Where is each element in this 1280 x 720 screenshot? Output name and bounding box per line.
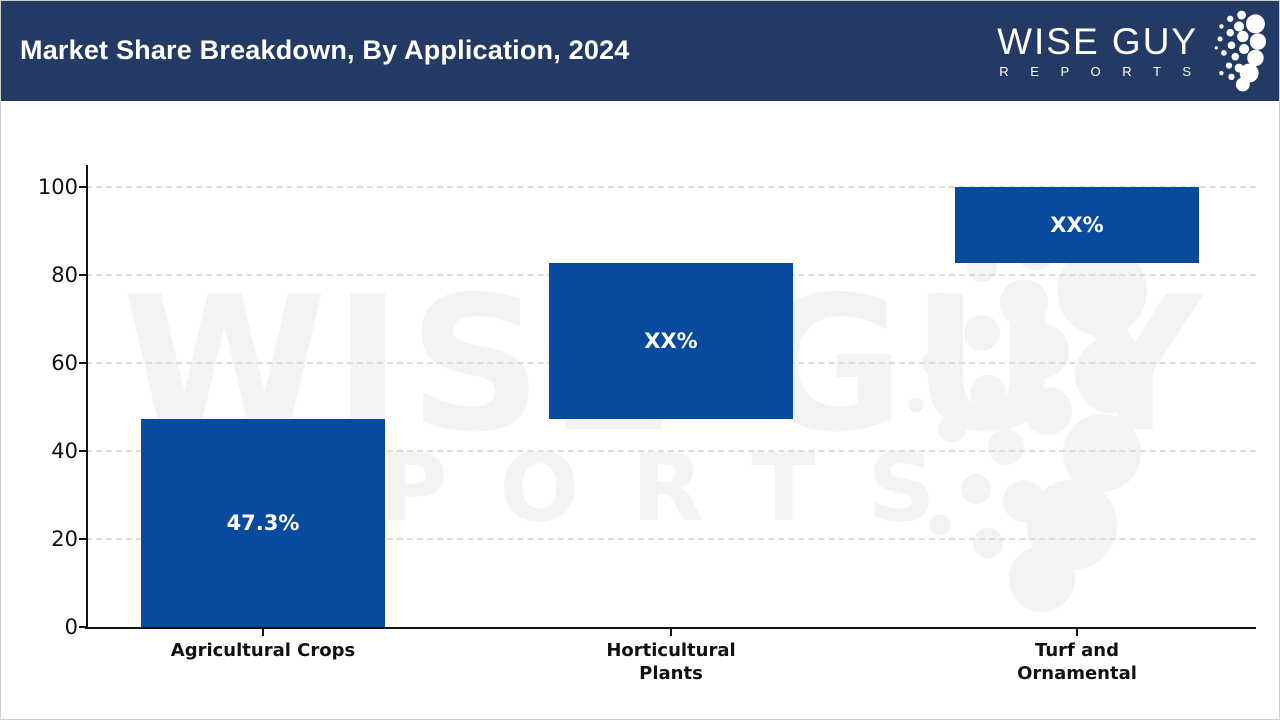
x-axis-category-label: Agricultural Crops bbox=[170, 640, 356, 661]
bar-segment bbox=[955, 187, 1199, 264]
x-axis-category-label: Horticultural Plants bbox=[606, 640, 736, 684]
logo-subtitle: R E P O R T S bbox=[999, 64, 1200, 79]
logo-wordmark: WISE GUY bbox=[997, 21, 1199, 62]
logo-text: WISE GUY R E P O R T S bbox=[995, 23, 1200, 78]
y-axis-tick bbox=[79, 186, 86, 188]
watermark-face-icon bbox=[908, 228, 1153, 612]
bar-value-label: 47.3% bbox=[226, 510, 300, 535]
bar-value-label: XX% bbox=[644, 329, 698, 353]
gridline bbox=[86, 538, 1256, 540]
y-axis-tick bbox=[79, 450, 86, 452]
y-axis-tick bbox=[79, 274, 86, 276]
app-header: Market Share Breakdown, By Application, … bbox=[0, 0, 1280, 101]
x-axis-category-label: Turf and Ornamental bbox=[1017, 640, 1137, 684]
y-axis-tick bbox=[79, 362, 86, 364]
x-axis-line bbox=[85, 627, 1256, 629]
gridline bbox=[86, 450, 1256, 452]
bar-segment bbox=[141, 418, 385, 627]
x-axis-tick bbox=[1076, 629, 1078, 636]
y-axis-tick-label: 60 bbox=[51, 351, 78, 375]
y-axis-tick-label: 40 bbox=[51, 439, 78, 463]
dotted-face-icon bbox=[1214, 10, 1266, 91]
x-axis-tick bbox=[670, 629, 672, 636]
bar-value-label: XX% bbox=[1050, 213, 1104, 238]
y-axis-tick-label: 80 bbox=[51, 263, 78, 287]
bar-segment bbox=[549, 263, 793, 419]
page-title: Market Share Breakdown, By Application, … bbox=[20, 35, 630, 65]
y-axis-tick-label: 0 bbox=[64, 615, 78, 639]
x-axis-tick bbox=[262, 629, 264, 636]
y-axis-line bbox=[86, 165, 88, 629]
y-axis-tick-label: 100 bbox=[37, 175, 78, 199]
y-axis-tick bbox=[79, 538, 86, 540]
y-axis-tick-label: 20 bbox=[51, 527, 78, 551]
gridline bbox=[86, 186, 1256, 188]
wise-guy-logo: WISE GUY R E P O R T S bbox=[995, 0, 1266, 101]
y-axis-tick bbox=[79, 626, 86, 628]
